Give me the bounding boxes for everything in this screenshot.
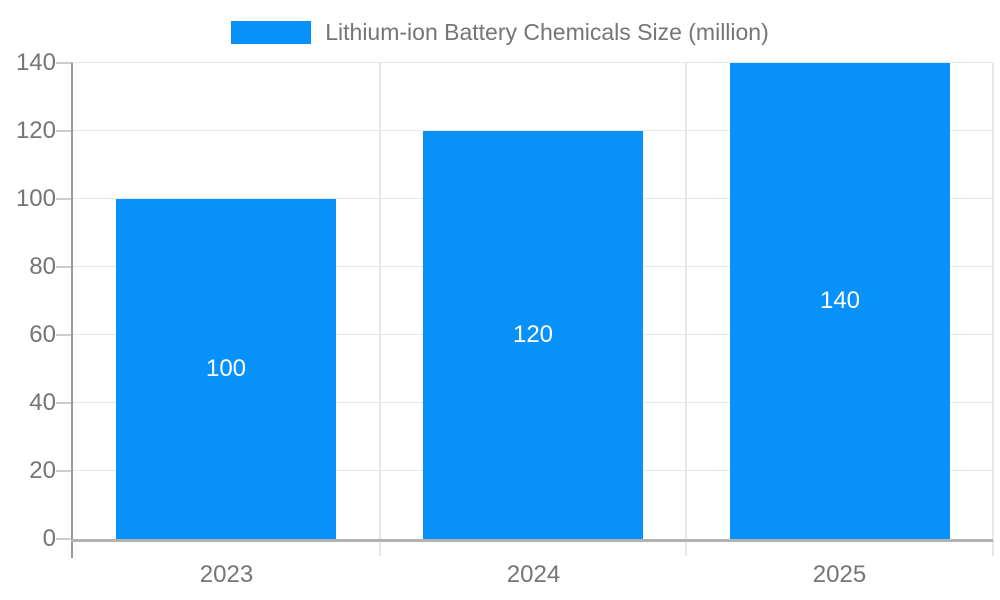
bar-value-label: 120	[512, 321, 554, 348]
legend-swatch-icon	[231, 20, 312, 44]
bar-value-label: 100	[205, 355, 247, 382]
y-tick-mark	[56, 470, 73, 472]
y-tick-mark	[56, 266, 73, 268]
y-gridline	[73, 62, 993, 63]
y-tick-mark	[56, 130, 73, 132]
y-axis-tick-label: 20	[29, 457, 56, 484]
x-gridline	[685, 63, 687, 556]
x-gridline	[379, 63, 381, 556]
y-tick-mark	[56, 538, 73, 540]
y-axis-tick-label: 0	[42, 525, 56, 552]
y-axis-tick-label: 100	[15, 185, 56, 212]
y-tick-mark	[56, 198, 73, 200]
legend[interactable]: Lithium-ion Battery Chemicals Size (mill…	[0, 16, 1000, 48]
y-gridline	[73, 130, 993, 131]
y-axis-tick-label: 120	[15, 117, 56, 144]
bar-value-label: 140	[819, 287, 861, 314]
y-axis-line	[71, 63, 73, 558]
x-axis-label: 2025	[812, 561, 867, 588]
x-axis-label: 2023	[199, 561, 254, 588]
y-tick-mark	[56, 402, 73, 404]
y-axis-tick-label: 80	[29, 253, 56, 280]
y-axis-tick-label: 60	[29, 321, 56, 348]
bar[interactable]	[730, 63, 950, 539]
y-axis-tick-label: 140	[15, 49, 56, 76]
legend-label: Lithium-ion Battery Chemicals Size (mill…	[325, 18, 769, 45]
x-axis-label: 2024	[506, 561, 561, 588]
y-axis-tick-label: 40	[29, 389, 56, 416]
x-gridline	[992, 63, 994, 556]
bar[interactable]	[423, 131, 643, 539]
x-axis-line	[71, 539, 993, 542]
y-tick-mark	[56, 334, 73, 336]
y-tick-mark	[56, 62, 73, 64]
bar[interactable]	[116, 199, 336, 539]
